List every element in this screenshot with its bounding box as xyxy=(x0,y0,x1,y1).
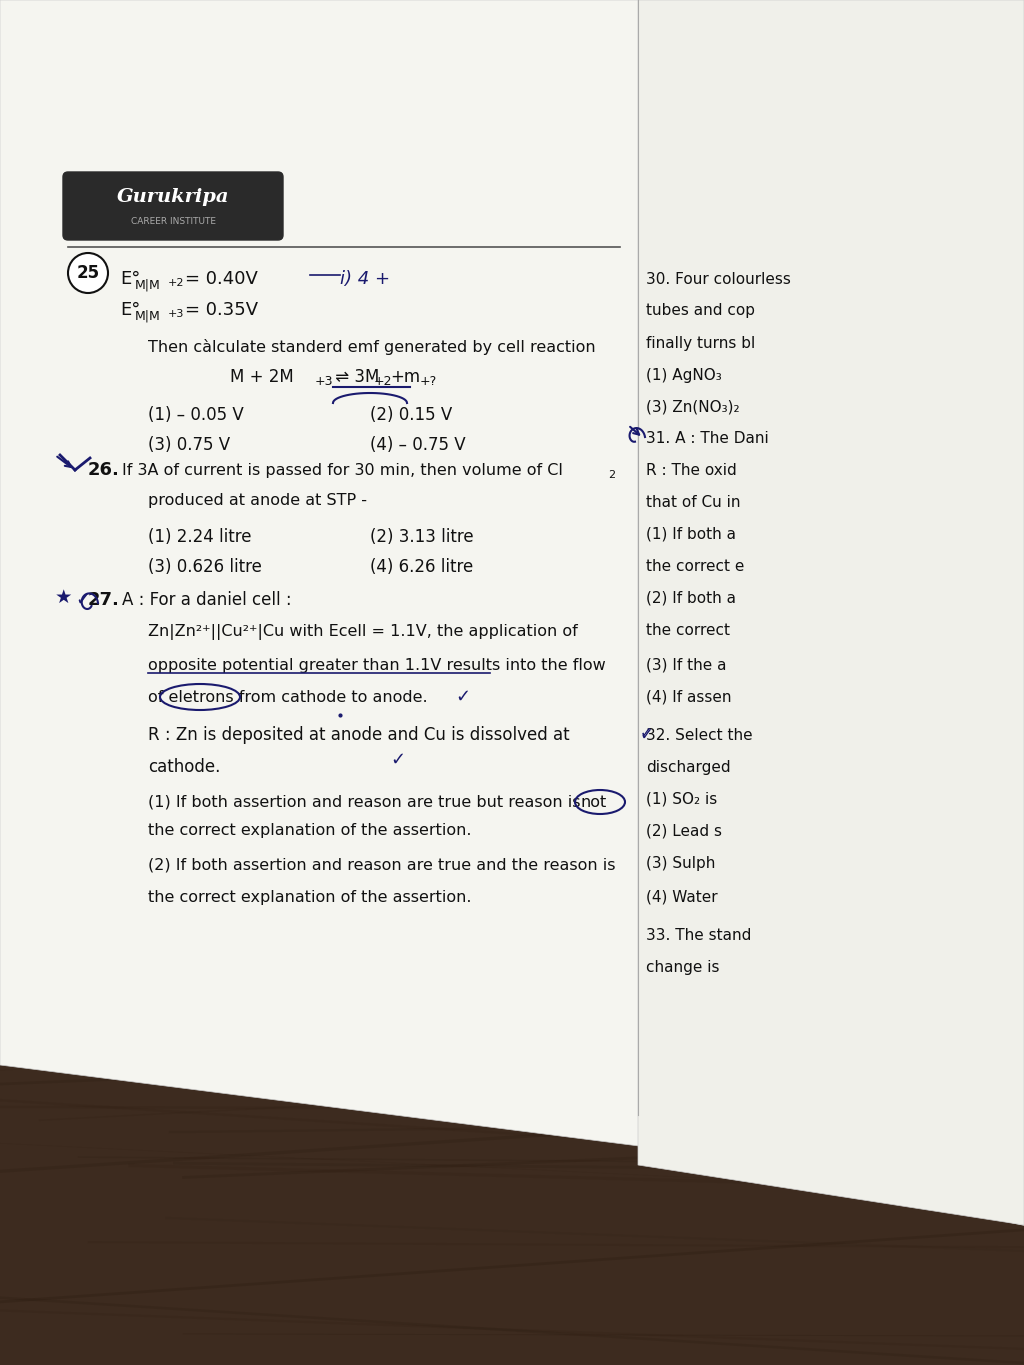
Text: Gurukripa: Gurukripa xyxy=(703,91,816,109)
Text: 30. Four colourless: 30. Four colourless xyxy=(646,272,791,287)
Text: 27.: 27. xyxy=(88,591,120,609)
Text: (1) If both a: (1) If both a xyxy=(646,527,736,542)
Text: the correct e: the correct e xyxy=(646,558,744,573)
Text: (4) – 0.75 V: (4) – 0.75 V xyxy=(370,435,466,455)
Text: produced at anode at STP -: produced at anode at STP - xyxy=(148,493,367,508)
Text: CAREER INSTITUTE: CAREER INSTITUTE xyxy=(720,119,800,127)
Text: E°: E° xyxy=(120,302,140,319)
Text: (1) If both assertion and reason are true but reason is: (1) If both assertion and reason are tru… xyxy=(148,794,581,809)
Text: finally turns bl: finally turns bl xyxy=(646,336,756,351)
Text: E°: E° xyxy=(120,270,140,288)
Text: 2: 2 xyxy=(608,470,615,480)
Text: (3) Zn(NO₃)₂: (3) Zn(NO₃)₂ xyxy=(646,400,739,415)
Text: Gurukripa: Gurukripa xyxy=(117,188,229,206)
Polygon shape xyxy=(550,0,1024,1224)
Text: ✓: ✓ xyxy=(640,726,654,744)
Text: of eletrons from cathode to anode.: of eletrons from cathode to anode. xyxy=(148,689,428,704)
Text: +2: +2 xyxy=(374,374,392,388)
Text: i) 4 +: i) 4 + xyxy=(340,270,390,288)
Text: Then càlculate standerd emf generated by cell reaction: Then càlculate standerd emf generated by… xyxy=(148,339,596,355)
Text: (2) 3.13 litre: (2) 3.13 litre xyxy=(370,528,474,546)
Text: CAREER INSTITUTE: CAREER INSTITUTE xyxy=(130,217,215,225)
Text: (1) – 0.05 V: (1) – 0.05 V xyxy=(148,405,244,425)
Text: 25: 25 xyxy=(77,263,99,283)
Text: +3: +3 xyxy=(168,308,184,319)
Polygon shape xyxy=(638,0,1024,1224)
Text: (4) If assen: (4) If assen xyxy=(646,689,731,704)
Text: the correct: the correct xyxy=(646,622,730,637)
Text: +m: +m xyxy=(390,369,420,386)
Text: opposite potential greater than 1.1V results into the flow: opposite potential greater than 1.1V res… xyxy=(148,658,606,673)
Text: +3: +3 xyxy=(315,374,334,388)
Text: 31. A : The Dani: 31. A : The Dani xyxy=(646,430,769,445)
Text: 32. Select the: 32. Select the xyxy=(646,728,753,743)
Text: ✓: ✓ xyxy=(640,726,652,740)
Text: (1) AgNO₃: (1) AgNO₃ xyxy=(646,367,722,382)
Text: 26.: 26. xyxy=(88,461,120,479)
Text: (2) 0.15 V: (2) 0.15 V xyxy=(370,405,453,425)
Text: M|M: M|M xyxy=(135,278,161,292)
Text: ⇌ 3M: ⇌ 3M xyxy=(330,369,379,386)
Text: If 3A of current is passed for 30 min, then volume of Cl: If 3A of current is passed for 30 min, t… xyxy=(122,463,563,478)
Text: Zn|Zn²⁺||Cu²⁺|Cu with Ecell = 1.1V, the application of: Zn|Zn²⁺||Cu²⁺|Cu with Ecell = 1.1V, the … xyxy=(148,624,578,640)
FancyBboxPatch shape xyxy=(645,75,874,141)
Text: ★: ★ xyxy=(55,587,73,606)
FancyBboxPatch shape xyxy=(63,172,283,240)
Text: = 0.40V: = 0.40V xyxy=(185,270,258,288)
Text: tubes and cop: tubes and cop xyxy=(646,303,755,318)
Text: (3) 0.75 V: (3) 0.75 V xyxy=(148,435,230,455)
Text: +2: +2 xyxy=(168,278,184,288)
Text: (3) If the a: (3) If the a xyxy=(646,658,726,673)
Text: A : For a daniel cell :: A : For a daniel cell : xyxy=(122,591,292,609)
Text: (4) 6.26 litre: (4) 6.26 litre xyxy=(370,558,473,576)
Text: (1) SO₂ is: (1) SO₂ is xyxy=(646,792,717,807)
Text: the correct explanation of the assertion.: the correct explanation of the assertion… xyxy=(148,823,471,838)
Text: (4) Water: (4) Water xyxy=(646,890,718,905)
Text: that of Cu in: that of Cu in xyxy=(646,494,740,509)
Text: ✓: ✓ xyxy=(75,591,90,609)
Text: = 0.35V: = 0.35V xyxy=(185,302,258,319)
Text: (2) If both assertion and reason are true and the reason is: (2) If both assertion and reason are tru… xyxy=(148,857,615,872)
Text: R : Zn is deposited at anode and Cu is dissolved at: R : Zn is deposited at anode and Cu is d… xyxy=(148,726,569,744)
Polygon shape xyxy=(0,0,710,1155)
Text: cathode.: cathode. xyxy=(148,758,220,775)
Text: (2) If both a: (2) If both a xyxy=(646,591,736,606)
Text: R : The oxid: R : The oxid xyxy=(646,463,736,478)
Text: (2) Lead s: (2) Lead s xyxy=(646,823,722,838)
Text: discharged: discharged xyxy=(646,759,731,774)
Text: (3) Sulph: (3) Sulph xyxy=(646,856,716,871)
Text: M|M: M|M xyxy=(135,310,161,322)
Text: 33. The stand: 33. The stand xyxy=(646,927,752,942)
Text: (1) 2.24 litre: (1) 2.24 litre xyxy=(148,528,252,546)
Text: change is: change is xyxy=(646,960,720,975)
Text: not: not xyxy=(580,794,606,809)
Text: +?: +? xyxy=(420,374,437,388)
Circle shape xyxy=(68,253,108,293)
Text: (3) 0.626 litre: (3) 0.626 litre xyxy=(148,558,262,576)
Text: ✓: ✓ xyxy=(455,688,470,706)
Text: ✓: ✓ xyxy=(390,751,406,768)
Text: M + 2M: M + 2M xyxy=(230,369,294,386)
Text: the correct explanation of the assertion.: the correct explanation of the assertion… xyxy=(148,890,471,905)
